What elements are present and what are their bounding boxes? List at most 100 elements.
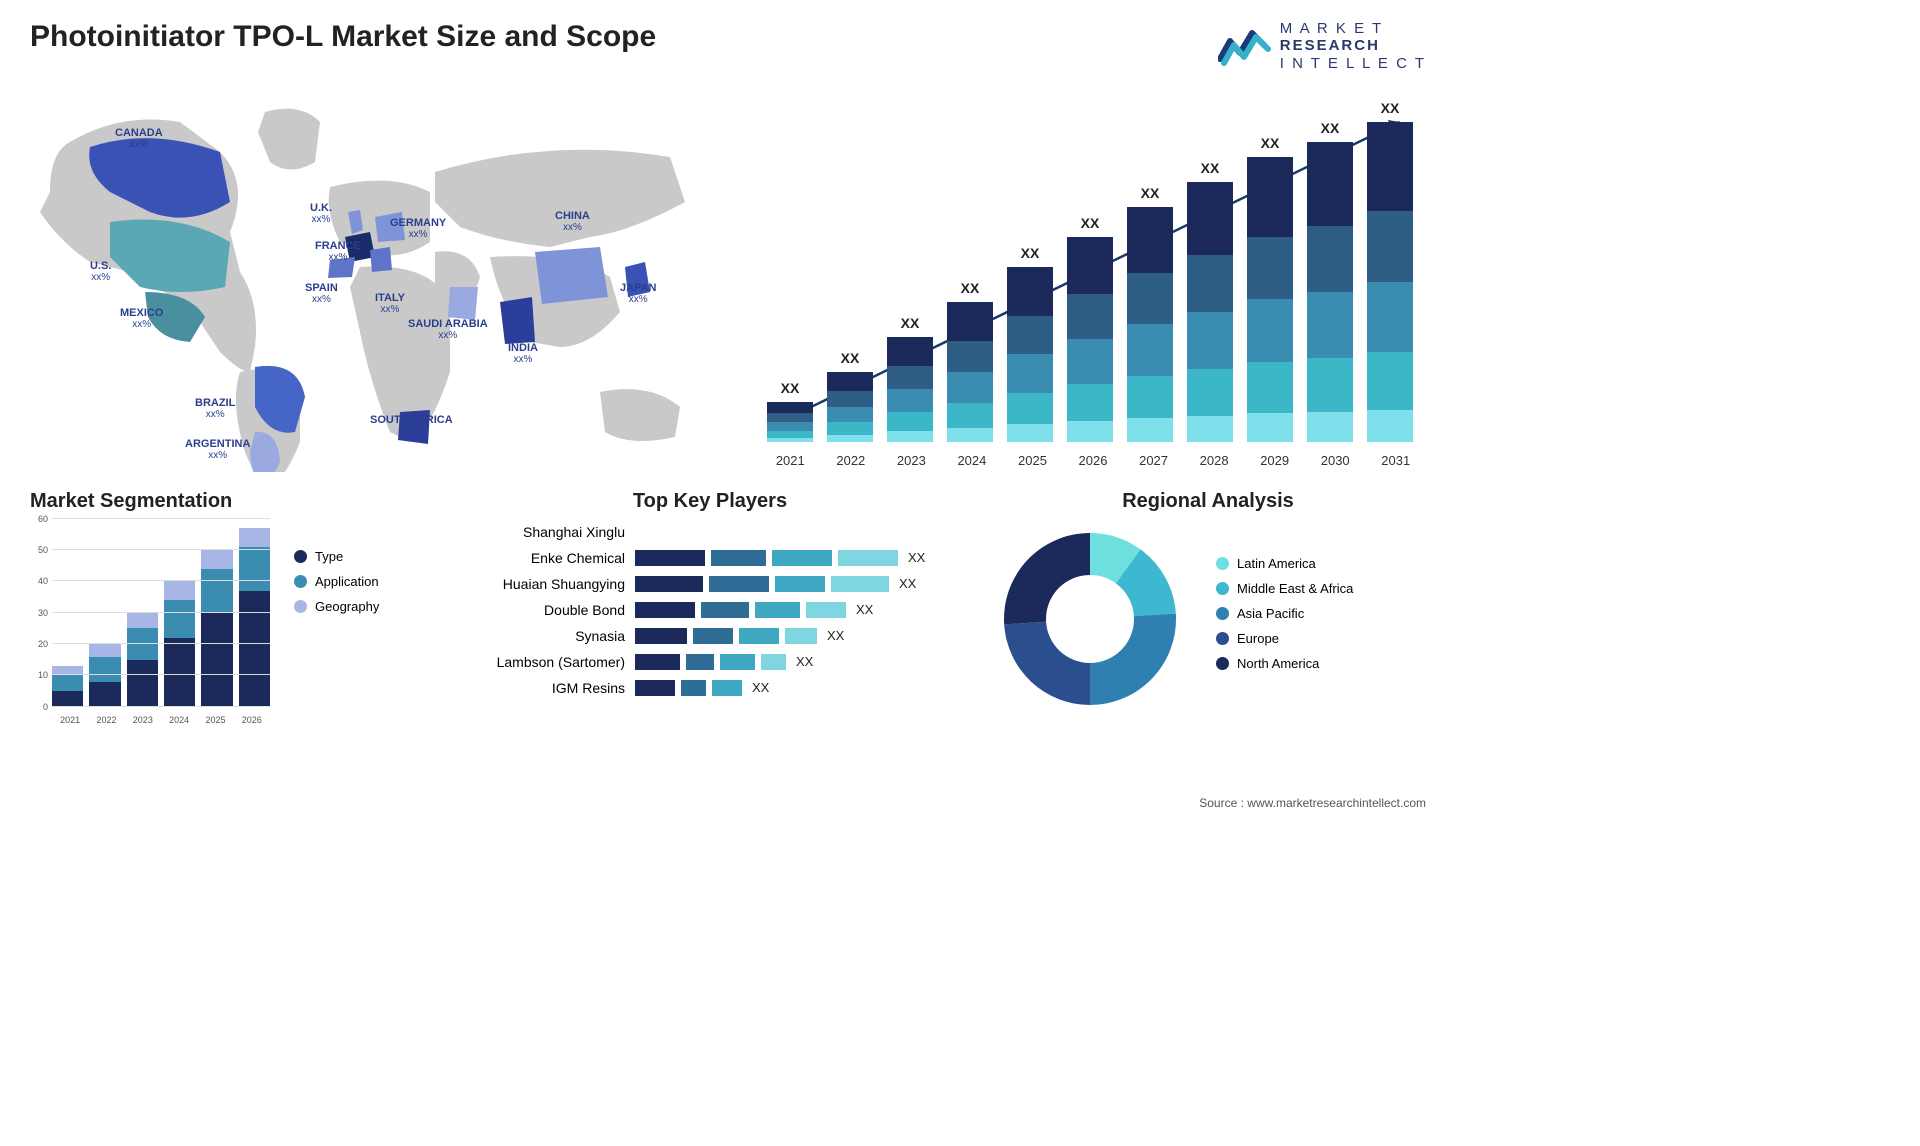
kp-label: Huaian Shuangying: [450, 571, 625, 597]
forecast-bar-seg: [1247, 157, 1293, 237]
forecast-year: 2027: [1123, 453, 1184, 468]
map-label: U.S.xx%: [90, 260, 111, 283]
key-players-panel: Top Key Players Shanghai XingluEnke Chem…: [450, 490, 970, 729]
map-label: SAUDI ARABIAxx%: [408, 318, 488, 341]
regional-legend-item: North America: [1216, 656, 1353, 671]
seg-year: 2023: [125, 715, 161, 725]
kp-label: Enke Chemical: [450, 545, 625, 571]
seg-bar: [127, 613, 158, 707]
regional-legend-item: Middle East & Africa: [1216, 581, 1353, 596]
forecast-year: 2029: [1244, 453, 1305, 468]
seg-bar-seg: [127, 660, 158, 707]
kp-value: XX: [899, 576, 916, 591]
swatch-icon: [1216, 657, 1229, 670]
donut-chart: [990, 519, 1190, 719]
kp-label: Shanghai Xinglu: [450, 519, 625, 545]
seg-bar: [201, 550, 232, 707]
header: Photoinitiator TPO-L Market Size and Sco…: [30, 20, 1426, 72]
seg-bar-seg: [201, 569, 232, 613]
forecast-bar: [1007, 267, 1053, 442]
regional-legend-label: Middle East & Africa: [1237, 581, 1353, 596]
forecast-bar-seg: [947, 372, 993, 403]
forecast-bar-seg: [887, 366, 933, 389]
swatch-icon: [1216, 632, 1229, 645]
seg-gridline: [52, 549, 270, 550]
forecast-bar-seg: [1247, 413, 1293, 442]
seg-ytick: 30: [38, 608, 48, 618]
seg-legend-label: Type: [315, 549, 343, 564]
kp-bar-seg: [761, 654, 786, 670]
kp-bar-seg: [838, 550, 898, 566]
forecast-bar-seg: [1367, 122, 1413, 212]
map-label: CANADAxx%: [115, 127, 163, 150]
regional-legend-label: Asia Pacific: [1237, 606, 1304, 621]
map-label: ARGENTINAxx%: [185, 438, 250, 461]
seg-bar-seg: [239, 547, 270, 591]
kp-bar-seg: [635, 654, 680, 670]
seg-gridline: [52, 518, 270, 519]
seg-ytick: 40: [38, 576, 48, 586]
kp-bar: XX: [635, 545, 970, 571]
donut-slice: [1004, 533, 1090, 624]
logo-text: M A R K E T RESEARCH I N T E L L E C T: [1280, 20, 1426, 72]
forecast-bar-seg: [1247, 299, 1293, 362]
forecast-bar-seg: [887, 389, 933, 412]
seg-ytick: 10: [38, 670, 48, 680]
kp-labels: Shanghai XingluEnke ChemicalHuaian Shuan…: [450, 519, 625, 701]
forecast-bar-seg: [1007, 354, 1053, 393]
forecast-bar-seg: [1127, 418, 1173, 442]
map-label: SPAINxx%: [305, 282, 338, 305]
seg-bar: [164, 581, 195, 706]
forecast-bar: [1367, 122, 1413, 442]
forecast-bar-seg: [827, 407, 873, 422]
forecast-bar-seg: [1127, 207, 1173, 273]
kp-value: XX: [827, 628, 844, 643]
forecast-chart: XXXXXXXXXXXXXXXXXXXXXX 20212022202320242…: [740, 92, 1426, 472]
kp-bar-seg: [635, 576, 703, 592]
seg-bar: [239, 528, 270, 707]
kp-label: Double Bond: [450, 597, 625, 623]
forecast-value-label: XX: [945, 280, 995, 296]
seg-gridline: [52, 612, 270, 613]
seg-year: 2022: [88, 715, 124, 725]
kp-bar-seg: [785, 628, 817, 644]
forecast-bar-seg: [947, 403, 993, 428]
forecast-value-label: XX: [1245, 135, 1295, 151]
forecast-bar-seg: [767, 413, 813, 422]
map-label: MEXICOxx%: [120, 307, 163, 330]
seg-legend-item: Type: [294, 549, 379, 564]
map-label: GERMANYxx%: [390, 217, 446, 240]
seg-ytick: 20: [38, 639, 48, 649]
seg-bars: [52, 519, 270, 707]
kp-bar: XX: [635, 571, 970, 597]
kp-label: Lambson (Sartomer): [450, 649, 625, 675]
forecast-bar-seg: [887, 412, 933, 431]
forecast-value-label: XX: [885, 315, 935, 331]
forecast-year: 2023: [881, 453, 942, 468]
regional-legend-item: Asia Pacific: [1216, 606, 1353, 621]
donut-slice: [1004, 622, 1090, 705]
seg-bar-seg: [52, 675, 83, 691]
forecast-bar-seg: [1127, 273, 1173, 325]
kp-value: XX: [752, 680, 769, 695]
seg-legend-label: Geography: [315, 599, 379, 614]
seg-bar-seg: [52, 691, 83, 707]
forecast-bar-seg: [887, 431, 933, 442]
kp-bar-seg: [635, 680, 675, 696]
forecast-bar-seg: [1127, 324, 1173, 376]
map-label: U.K.xx%: [310, 202, 332, 225]
forecast-year: 2021: [760, 453, 821, 468]
forecast-value-label: XX: [825, 350, 875, 366]
kp-bar: XX: [635, 675, 970, 701]
forecast-bar-seg: [1067, 384, 1113, 421]
logo-line1: M A R K E T: [1280, 20, 1426, 37]
forecast-value-label: XX: [1065, 215, 1115, 231]
ra-wrap: Latin AmericaMiddle East & AfricaAsia Pa…: [990, 519, 1426, 719]
seg-ytick: 50: [38, 545, 48, 555]
kp-bar-seg: [635, 602, 695, 618]
brand-logo: M A R K E T RESEARCH I N T E L L E C T: [1218, 20, 1426, 72]
map-label: JAPANxx%: [620, 282, 656, 305]
forecast-bar-seg: [767, 438, 813, 442]
forecast-bar-seg: [827, 372, 873, 392]
forecast-year: 2026: [1063, 453, 1124, 468]
